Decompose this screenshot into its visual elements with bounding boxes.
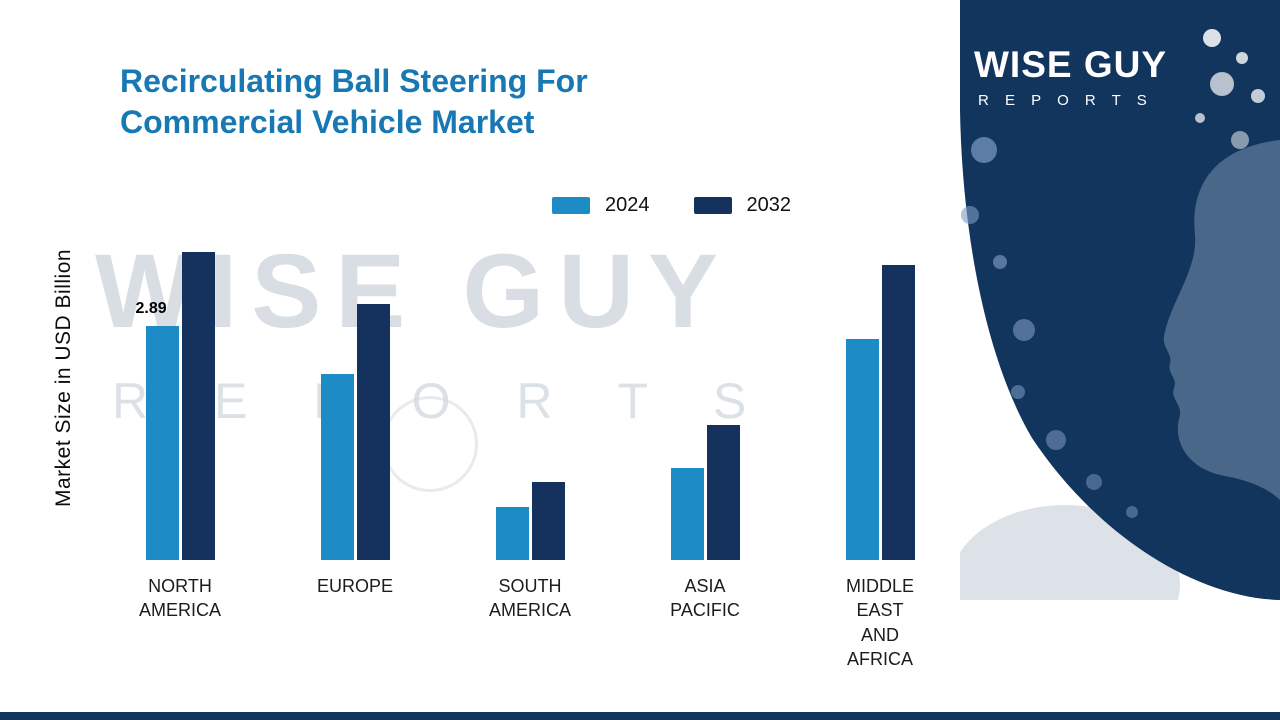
- legend-swatch-2032: [693, 197, 732, 214]
- category-label: EUROPE: [316, 576, 394, 596]
- bar-2032: [706, 425, 740, 560]
- legend-label-2032: 2032: [746, 194, 792, 216]
- bar-2024: [495, 507, 529, 560]
- bar-value-label: 2.89: [135, 300, 167, 317]
- logo-subtitle: R E P O R T S: [978, 92, 1153, 109]
- legend: 2024 2032: [552, 194, 791, 217]
- category-label: MIDDLE EAST AND AFRICA: [845, 576, 914, 669]
- plot-area: 2.89 NORTH AMERICA EUROPE SOUTH AMERICA ASIA PA…: [105, 220, 955, 671]
- bar-group: EUROPE: [280, 220, 430, 598]
- bar-2032: [531, 482, 565, 560]
- bar-pair: [670, 220, 740, 560]
- bar-chart: 2.89 NORTH AMERICA EUROPE SOUTH AMERICA ASIA PA…: [105, 220, 955, 671]
- legend-item-2024: 2024: [552, 194, 650, 217]
- logo-wordmark: WISE GUY: [974, 44, 1168, 85]
- bar-pair: [320, 220, 390, 560]
- brand-logo: WISE GUY R E P O R T S: [960, 0, 1280, 600]
- bar-2024: [845, 339, 879, 560]
- category-label: ASIA PACIFIC: [670, 576, 740, 621]
- bar-2032: [881, 265, 915, 560]
- bar-pair: [495, 220, 565, 560]
- logo-head-graphic: [960, 0, 1280, 600]
- bar-2024: [670, 468, 704, 560]
- bar-group: MIDDLE EAST AND AFRICA: [805, 220, 955, 671]
- bar-2024: [320, 374, 354, 560]
- bottom-accent-bar: [0, 712, 1280, 720]
- bar-group: 2.89 NORTH AMERICA: [105, 220, 255, 623]
- page-title: Recirculating Ball Steering For Commerci…: [120, 63, 588, 141]
- legend-label-2024: 2024: [605, 194, 650, 216]
- bar-2024: 2.89: [136, 300, 179, 560]
- bar-2032: [356, 304, 390, 560]
- bar-pair: [845, 220, 915, 560]
- legend-item-2032: 2032: [693, 194, 792, 217]
- category-label: SOUTH AMERICA: [488, 576, 571, 621]
- bar-group: SOUTH AMERICA: [455, 220, 605, 623]
- y-axis-label: Market Size in USD Billion: [52, 248, 75, 507]
- legend-swatch-2024: [552, 197, 590, 214]
- bar-pair: 2.89: [136, 220, 215, 560]
- bar-group: ASIA PACIFIC: [630, 220, 780, 623]
- category-label: NORTH AMERICA: [138, 576, 221, 621]
- bar-2032: [181, 252, 215, 560]
